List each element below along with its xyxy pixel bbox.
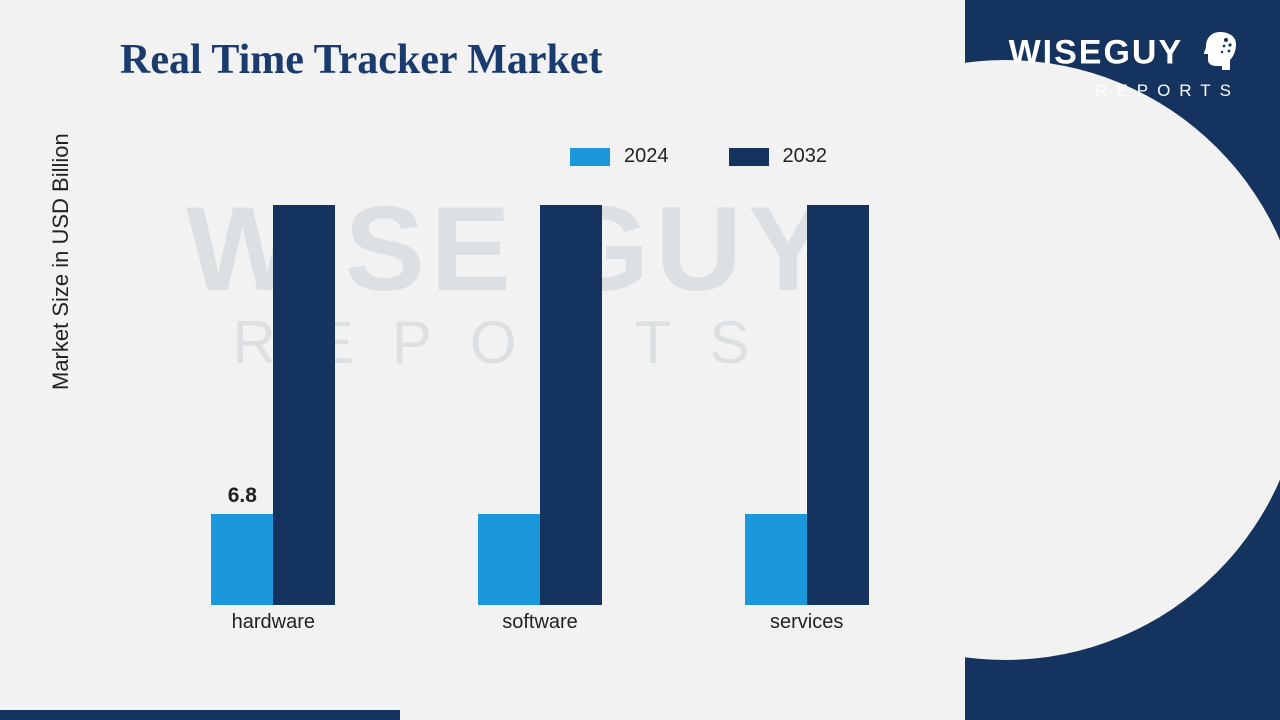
bar bbox=[273, 205, 335, 605]
bar-group: services bbox=[673, 205, 940, 605]
category-label: services bbox=[673, 611, 940, 634]
bar bbox=[478, 514, 540, 605]
bar-value-label: 6.8 bbox=[228, 484, 257, 508]
y-axis-label: Market Size in USD Billion bbox=[48, 133, 74, 390]
plot-area: 6.8hardwaresoftwareservices bbox=[140, 205, 940, 605]
category-label: software bbox=[407, 611, 674, 634]
bar-group: 6.8hardware bbox=[140, 205, 407, 605]
chart-title: Real Time Tracker Market bbox=[120, 36, 603, 84]
logo-line2: REPORTS bbox=[1009, 81, 1240, 101]
brand-panel bbox=[965, 0, 1280, 720]
footer-accent-bar bbox=[0, 710, 400, 720]
bar-chart: Market Size in USD Billion 6.8hardwareso… bbox=[100, 150, 940, 650]
category-label: hardware bbox=[140, 611, 407, 634]
logo-line1: WISEGUY bbox=[1009, 33, 1183, 71]
bar bbox=[540, 205, 602, 605]
bar-group: software bbox=[407, 205, 674, 605]
bar bbox=[745, 514, 807, 605]
brand-logo: WISEGUY REPORTS bbox=[1009, 30, 1240, 101]
bar bbox=[807, 205, 869, 605]
brain-head-icon bbox=[1200, 30, 1240, 79]
bar bbox=[211, 514, 273, 605]
